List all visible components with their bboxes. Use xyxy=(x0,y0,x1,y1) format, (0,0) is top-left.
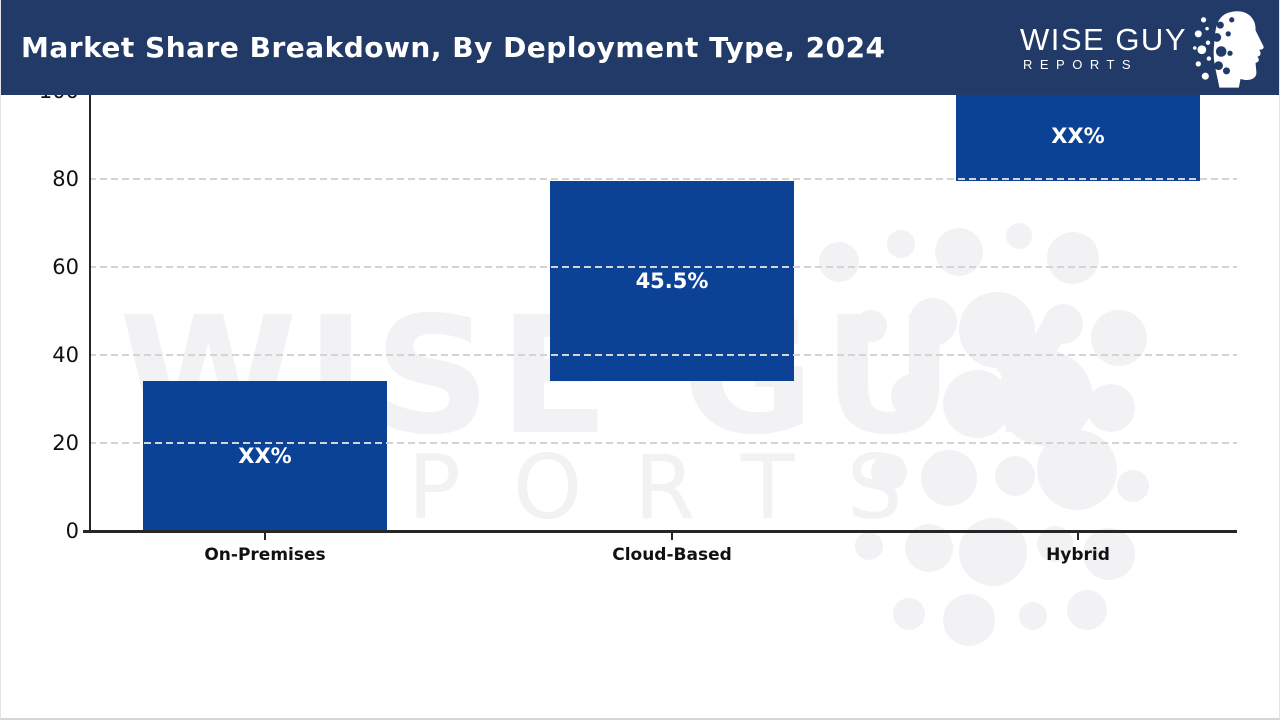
y-axis-tick-label: 0 xyxy=(65,519,79,543)
gridline xyxy=(89,442,1237,444)
y-axis-tick-label: 80 xyxy=(52,167,79,191)
x-axis-category-label: On-Premises xyxy=(204,545,326,565)
y-axis-tick-label: 20 xyxy=(52,431,79,455)
x-axis-category-label: Hybrid xyxy=(1046,545,1110,565)
plot-area: 020406080100XX%On-Premises45.5%Cloud-Bas… xyxy=(1,0,1279,625)
y-axis-tick-label: 60 xyxy=(52,255,79,279)
x-axis-line xyxy=(83,530,1237,533)
bar-hybrid: XX% xyxy=(956,91,1200,182)
gridline xyxy=(89,266,1237,268)
y-axis-line xyxy=(89,63,91,532)
header-bar: Market Share Breakdown, By Deployment Ty… xyxy=(1,0,1279,95)
wise-guy-reports-logo: WISE GUY REPORTS xyxy=(1020,6,1267,90)
bar-value-label: XX% xyxy=(238,444,292,469)
logo-wordmark: WISE GUY xyxy=(1019,22,1187,57)
page-title: Market Share Breakdown, By Deployment Ty… xyxy=(21,31,886,64)
y-axis-tick-label: 40 xyxy=(52,343,79,367)
bar-cloud-based: 45.5% xyxy=(550,181,794,382)
x-axis-tick xyxy=(1077,532,1079,540)
bar-on-premises: XX% xyxy=(143,381,387,531)
logo-subtext: REPORTS xyxy=(1022,57,1139,72)
dotted-head-icon xyxy=(1193,10,1264,88)
bar-value-label: 45.5% xyxy=(635,269,709,294)
x-axis-tick xyxy=(264,532,266,540)
gridline xyxy=(89,178,1237,180)
gridline xyxy=(89,354,1237,356)
x-axis-category-label: Cloud-Based xyxy=(612,545,732,565)
logo-text: WISE GUY REPORTS xyxy=(1020,24,1187,71)
bar-value-label: XX% xyxy=(1051,124,1105,149)
x-axis-tick xyxy=(671,532,673,540)
